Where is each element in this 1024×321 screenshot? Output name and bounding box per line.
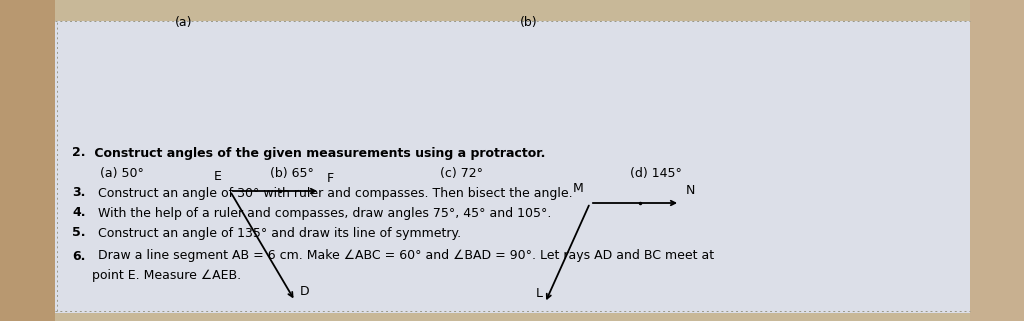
Text: Construct an angle of 135° and draw its line of symmetry.: Construct an angle of 135° and draw its … (90, 227, 461, 239)
Text: Construct angles of the given measurements using a protractor.: Construct angles of the given measuremen… (90, 146, 546, 160)
Text: 5.: 5. (72, 227, 85, 239)
Text: (a) 50°: (a) 50° (100, 167, 144, 179)
Text: Draw a line segment AB = 6 cm. Make ∠ABC = 60° and ∠BAD = 90°. Let rays AD and B: Draw a line segment AB = 6 cm. Make ∠ABC… (90, 249, 714, 263)
Text: 4.: 4. (72, 206, 85, 220)
Text: (b): (b) (520, 16, 538, 29)
Text: 2.: 2. (72, 146, 85, 160)
Text: (c) 72°: (c) 72° (440, 167, 483, 179)
Text: (d) 145°: (d) 145° (630, 167, 682, 179)
Text: M: M (572, 182, 584, 195)
Text: E: E (214, 170, 222, 183)
Text: Construct an angle of 30° with ruler and compasses. Then bisect the angle.: Construct an angle of 30° with ruler and… (90, 187, 572, 199)
Text: N: N (685, 184, 694, 197)
Text: F: F (327, 172, 334, 185)
FancyBboxPatch shape (970, 0, 1024, 321)
FancyBboxPatch shape (0, 0, 55, 321)
Text: (b) 65°: (b) 65° (270, 167, 314, 179)
Text: L: L (536, 287, 543, 300)
Text: 3.: 3. (72, 187, 85, 199)
FancyBboxPatch shape (55, 21, 970, 313)
Text: 6.: 6. (72, 249, 85, 263)
Text: (a): (a) (175, 16, 193, 29)
Text: point E. Measure ∠AEB.: point E. Measure ∠AEB. (72, 270, 241, 282)
Text: D: D (300, 285, 310, 298)
Text: With the help of a ruler and compasses, draw angles 75°, 45° and 105°.: With the help of a ruler and compasses, … (90, 206, 551, 220)
